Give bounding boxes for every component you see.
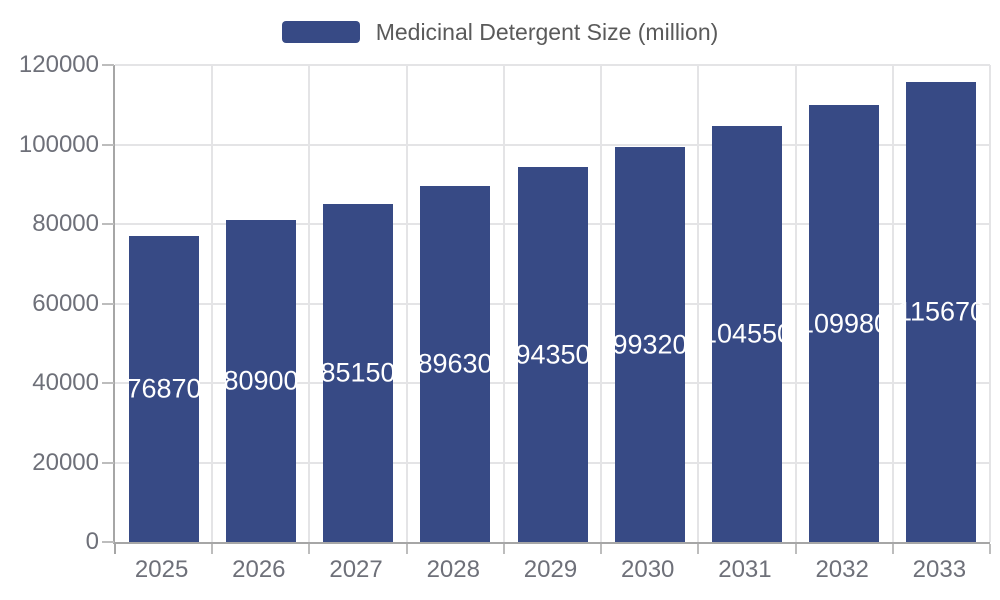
bar-value-label: 99320 <box>612 329 688 359</box>
gridline-vertical <box>989 65 991 542</box>
gridline-horizontal <box>115 143 990 146</box>
x-axis-tick-label: 2029 <box>523 556 578 583</box>
y-axis-tick-label: 20000 <box>32 448 99 476</box>
x-axis-tick <box>794 544 797 554</box>
y-axis-tick <box>102 64 114 66</box>
x-axis-tick <box>600 544 603 554</box>
bar-value-label: 109980 <box>798 308 890 338</box>
legend-swatch-icon <box>281 21 360 43</box>
bar-value-label: 76870 <box>126 373 202 404</box>
gridline-vertical <box>891 65 894 542</box>
bar-value-label: 89630 <box>417 348 493 379</box>
y-axis-tick <box>102 302 114 305</box>
gridline-vertical <box>502 65 505 542</box>
y-axis-tick-label: 80000 <box>32 210 99 237</box>
x-axis-tick <box>405 544 408 554</box>
x-axis-tick <box>697 544 700 554</box>
bar: 104550 <box>702 126 792 542</box>
gridline-vertical <box>794 65 797 542</box>
bar-value-label: 104550 <box>701 318 793 349</box>
x-axis-tick-label: 2031 <box>718 556 772 583</box>
x-axis-tick-label: 2032 <box>815 556 869 583</box>
gridline-vertical <box>308 65 311 542</box>
gridline-vertical <box>600 65 603 542</box>
gridline-vertical <box>697 65 700 542</box>
y-axis-tick-label: 0 <box>85 528 99 555</box>
gridline-vertical <box>405 65 408 542</box>
x-axis-tick <box>114 544 116 554</box>
bar-value-label: 94350 <box>515 339 591 369</box>
y-axis-tick <box>102 382 114 384</box>
x-axis-tick <box>989 544 991 554</box>
bar: 89630 <box>417 186 493 542</box>
bar: 85150 <box>320 204 396 542</box>
x-axis-tick <box>891 544 894 554</box>
y-axis-tick <box>102 541 114 543</box>
y-axis-tick-label: 40000 <box>32 369 99 396</box>
x-axis-tick <box>308 544 311 554</box>
x-axis-tick-label: 2026 <box>232 556 286 583</box>
bar: 94350 <box>515 167 591 542</box>
plot-area: 76870 80900 85150 89630 94350 99320 104550 1099… <box>102 64 991 554</box>
x-axis-tick <box>211 544 214 554</box>
legend-label: Medicinal Detergent Size (million) <box>375 19 719 45</box>
bar: 99320 <box>612 147 688 542</box>
bar-value-label: 80900 <box>223 365 299 396</box>
gridline-vertical <box>211 65 214 542</box>
bar-value-label: 115670 <box>896 296 986 327</box>
x-axis-tick-label: 2030 <box>621 556 675 583</box>
y-axis-tick <box>102 223 114 225</box>
y-axis-tick <box>102 461 114 464</box>
x-axis-tick-label: 2033 <box>912 556 967 583</box>
gridline-horizontal <box>115 64 990 66</box>
bar-value-label: 85150 <box>320 357 396 388</box>
y-axis-tick-label: 60000 <box>32 289 99 317</box>
x-axis-tick-label: 2028 <box>426 556 480 583</box>
x-axis-tick-label: 2025 <box>134 556 189 583</box>
bar: 115670 <box>897 82 985 542</box>
bar: 109980 <box>799 105 889 542</box>
x-axis-tick-label: 2027 <box>329 556 383 583</box>
y-axis-tick-label: 120000 <box>18 51 99 78</box>
legend[interactable]: Medicinal Detergent Size (million) <box>0 19 1000 45</box>
bar: 76870 <box>126 236 202 542</box>
y-axis-tick-label: 100000 <box>18 130 99 158</box>
x-axis-tick <box>502 544 505 554</box>
bar: 80900 <box>223 220 299 542</box>
y-axis-tick <box>102 143 114 146</box>
